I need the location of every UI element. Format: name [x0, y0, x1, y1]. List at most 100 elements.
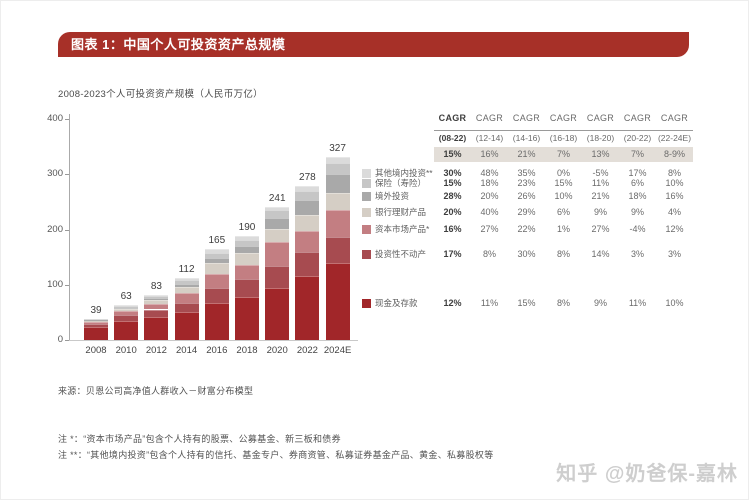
- cagr-cell: 27%: [480, 224, 499, 234]
- cagr-cell: 17%: [443, 249, 462, 259]
- bar-segment-5: [204, 273, 229, 288]
- bar-segment-9: [325, 162, 350, 174]
- bar-segment-4: [174, 283, 199, 288]
- legend-label: 保险（寿险）: [375, 178, 427, 188]
- chart-subtitle: 2008-2023个人可投资资产规模（人民币万亿）: [58, 89, 263, 100]
- cagr-cell: 6%: [556, 207, 570, 217]
- cagr-cell: 16%: [443, 224, 462, 234]
- bar-segment-1: [84, 318, 108, 320]
- bar-segment-9: [325, 237, 350, 264]
- cagr-cell: 11%: [591, 178, 610, 188]
- footnote-2: 注 **：“其他境内投资”包含个人持有的信托、基金专户、券商资管、私募证券基金产…: [58, 450, 494, 460]
- legend-label: 银行理财产品: [375, 207, 427, 217]
- total-cagr-cell: 21%: [517, 149, 536, 159]
- cagr-col-range: (12-14): [475, 133, 504, 143]
- y-tick-label: 100: [47, 278, 63, 290]
- bar-segment-5: [204, 263, 229, 274]
- cagr-cell: 48%: [480, 168, 499, 178]
- cagr-cell: 0%: [556, 168, 570, 178]
- cagr-cell: 9%: [630, 207, 644, 217]
- bar-segment-7: [265, 206, 290, 211]
- cagr-cell: 27%: [591, 224, 610, 234]
- y-tick-mark: [65, 229, 69, 231]
- bar-segment-3: [144, 295, 169, 298]
- cagr-cell: 15%: [517, 298, 536, 308]
- bar-segment-8: [295, 230, 320, 253]
- bar-segment-5: [204, 257, 229, 264]
- x-tick-label: 2020: [266, 345, 288, 356]
- cagr-cell: 18%: [628, 191, 647, 201]
- bar-segment-6: [235, 235, 259, 240]
- bar-segment-7: [265, 228, 290, 243]
- bar-total-label: 39: [90, 304, 102, 316]
- zhihu-watermark: 知乎 @奶爸保-嘉林: [556, 463, 738, 485]
- footnote-1: 注 *：“资本市场产品”包含个人持有的股票、公募基金、新三板和债券: [58, 434, 341, 444]
- bar-segment-6: [235, 264, 259, 279]
- bar-segment-8: [295, 186, 320, 192]
- bar-segment-3: [144, 317, 169, 340]
- bar-segment-7: [265, 265, 290, 289]
- bar-segment-6: [235, 239, 259, 247]
- cagr-cell: 10%: [554, 191, 573, 201]
- cagr-cell: 12%: [665, 224, 684, 234]
- x-axis-line: [67, 340, 358, 341]
- cagr-cell: 17%: [628, 168, 647, 178]
- bar-segment-9: [325, 157, 350, 163]
- bar-segment-8: [295, 200, 320, 215]
- bar-total-label: 83: [150, 280, 162, 292]
- x-tick-label: 2008: [85, 345, 107, 356]
- cagr-cell: 6%: [630, 178, 644, 188]
- x-tick-label: 2016: [206, 345, 228, 356]
- cagr-col-range: (22-24E): [657, 133, 692, 143]
- bar-segment-9: [325, 210, 350, 238]
- x-tick-label: 2010: [115, 345, 137, 356]
- bar-segment-8: [295, 276, 320, 340]
- bar-segment-4: [174, 293, 199, 303]
- bar-segment-2: [114, 305, 139, 308]
- cagr-cell: 20%: [443, 207, 462, 217]
- cagr-col-header: CAGR: [623, 113, 652, 123]
- cagr-cell: 8%: [556, 298, 570, 308]
- bar-total-label: 63: [120, 291, 132, 303]
- bar-segment-3: [144, 294, 169, 296]
- cagr-cell: 4%: [667, 207, 681, 217]
- bar-segment-7: [265, 242, 290, 266]
- cagr-cell: 40%: [480, 207, 499, 217]
- x-tick-label: 2014: [176, 345, 198, 356]
- cagr-cell: 8%: [482, 249, 496, 259]
- cagr-cell: 16%: [665, 191, 684, 201]
- cagr-cell: 1%: [556, 224, 570, 234]
- y-tick-label: 400: [47, 113, 63, 124]
- bar-segment-3: [144, 303, 169, 310]
- bar-segment-5: [204, 252, 229, 258]
- bar-segment-7: [265, 210, 290, 219]
- bar-segment-3: [144, 297, 169, 301]
- bar-segment-5: [204, 287, 229, 303]
- cagr-cell: 29%: [517, 207, 536, 217]
- bar-segment-2: [114, 315, 139, 321]
- x-tick-label: 2012: [145, 345, 167, 356]
- y-tick-label: 200: [47, 223, 63, 235]
- x-tick-label: 2024E: [323, 345, 352, 356]
- cagr-col-range: (08-22): [438, 133, 467, 143]
- cagr-cell: 15%: [554, 178, 573, 188]
- legend-label: 现金及存款: [375, 298, 418, 308]
- chart-header-bar: 图表 1：中国个人可投资资产总规模: [58, 32, 689, 57]
- legend-swatch: [362, 169, 371, 178]
- cagr-cell: 10%: [665, 178, 684, 188]
- bar-segment-8: [295, 252, 320, 277]
- y-tick-mark: [65, 119, 69, 120]
- y-tick-label: 300: [47, 168, 63, 180]
- bar-segment-2: [114, 308, 139, 311]
- cagr-cell: 9%: [593, 298, 607, 308]
- legend-swatch: [362, 208, 371, 217]
- bar-segment-7: [265, 218, 290, 229]
- legend-swatch: [362, 250, 371, 259]
- cagr-col-header: CAGR: [475, 113, 504, 123]
- bar-segment-6: [235, 246, 259, 254]
- total-cagr-cell: 7%: [556, 149, 570, 159]
- cagr-cell: 30%: [517, 249, 536, 259]
- legend-swatch: [362, 179, 371, 188]
- bar-segment-3: [144, 309, 169, 318]
